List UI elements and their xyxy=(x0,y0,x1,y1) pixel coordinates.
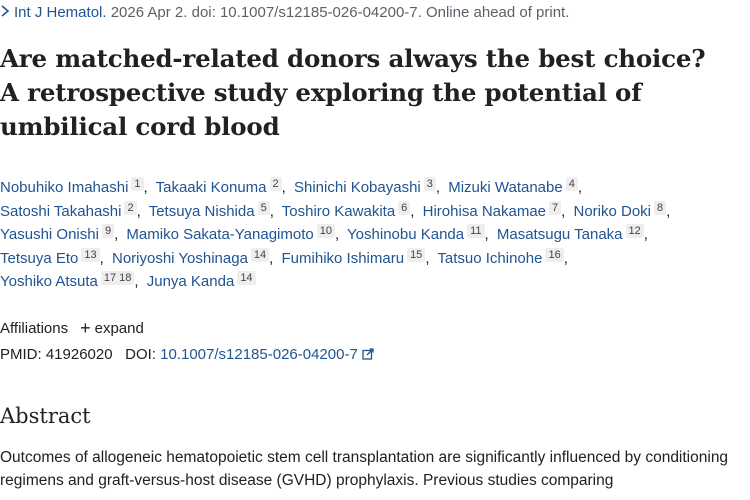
author-entry: Noriko Doki 8, xyxy=(573,200,671,220)
author-link[interactable]: Mamiko Sakata-Yanagimoto xyxy=(126,226,314,243)
author-entry: Junya Kanda 14 xyxy=(146,271,256,290)
author-link[interactable]: Tatsuo Ichinohe xyxy=(437,249,543,267)
author-link[interactable]: Noriyoshi Yoshinaga xyxy=(111,249,248,267)
affiliation-number[interactable]: 6 xyxy=(398,200,411,215)
pmid-value: 41926020 xyxy=(45,346,113,363)
affiliation-number[interactable]: 3 xyxy=(423,177,436,191)
citation-line: Int J Hematol. 2026 Apr 2. doi: 10.1007/… xyxy=(0,4,569,21)
affiliation-number[interactable]: 9 xyxy=(101,224,115,238)
author-entry: Mamiko Sakata-Yanagimoto 10, xyxy=(126,224,340,243)
abstract-heading: Abstract xyxy=(0,404,91,428)
affiliation-number[interactable]: 12 xyxy=(625,224,644,238)
abstract-text: Outcomes of allogeneic hematopoietic ste… xyxy=(0,449,729,489)
author-link[interactable]: Yoshiko Atsuta xyxy=(0,273,98,290)
author-link[interactable]: Masatsugu Tanaka xyxy=(496,226,623,243)
author-entry: Tatsuo Ichinohe 16, xyxy=(437,247,568,267)
author-link[interactable]: Junya Kanda xyxy=(146,273,235,290)
author-entry: Yoshiko Atsuta 17 18, xyxy=(0,271,139,290)
title-line-2: A retrospective study exploring the pote… xyxy=(0,78,642,107)
affiliation-number[interactable]: 17 18 xyxy=(100,271,135,285)
doi-label: DOI: xyxy=(125,346,156,363)
author-entry: Yasushi Onishi 9, xyxy=(0,224,119,243)
author-link[interactable]: Yasushi Onishi xyxy=(0,226,99,243)
affiliation-number[interactable]: 2 xyxy=(124,200,137,215)
affiliation-number[interactable]: 14 xyxy=(237,271,256,285)
author-entry: Shinichi Kobayashi 3, xyxy=(294,177,441,196)
affiliation-number[interactable]: 16 xyxy=(545,247,564,262)
affiliation-number[interactable]: 15 xyxy=(407,247,426,262)
author-entry: Takaaki Konuma 2, xyxy=(155,177,286,196)
author-entry: Tetsuya Eto 13, xyxy=(0,247,104,267)
affiliations-row: Affiliations + expand xyxy=(0,317,144,338)
affiliation-number[interactable]: 2 xyxy=(269,177,282,191)
author-link[interactable]: Satoshi Takahashi xyxy=(0,202,122,220)
author-entry: Hirohisa Nakamae 7, xyxy=(422,200,566,220)
author-entry: Satoshi Takahashi 2, xyxy=(0,200,141,220)
author-link[interactable]: Takaaki Konuma xyxy=(155,179,267,196)
author-link[interactable]: Yoshinobu Kanda xyxy=(347,226,465,243)
author-link[interactable]: Nobuhiko Imahashi xyxy=(0,179,129,196)
title-line-1: Are matched-related donors always the be… xyxy=(0,44,706,73)
author-link[interactable]: Hirohisa Nakamae xyxy=(422,202,547,220)
author-entry: Fumihiko Ishimaru 15, xyxy=(281,247,430,267)
affiliation-number[interactable]: 10 xyxy=(316,224,335,238)
citation-details: 2026 Apr 2. doi: 10.1007/s12185-026-0420… xyxy=(106,4,570,21)
doi-link[interactable]: 10.1007/s12185-026-04200-7 xyxy=(160,346,374,363)
affiliation-number[interactable]: 7 xyxy=(549,200,562,215)
expand-affiliations-button[interactable]: + expand xyxy=(80,318,144,338)
pmid-label: PMID: xyxy=(0,346,42,363)
author-link[interactable]: Toshiro Kawakita xyxy=(281,202,396,220)
doi-value: 10.1007/s12185-026-04200-7 xyxy=(160,346,358,363)
journal-link[interactable]: Int J Hematol. xyxy=(14,4,107,21)
affiliation-number[interactable]: 13 xyxy=(81,247,100,262)
plus-icon: + xyxy=(80,318,91,338)
author-entry: Noriyoshi Yoshinaga 14, xyxy=(111,247,274,267)
expand-label: expand xyxy=(94,320,144,337)
affiliations-label: Affiliations xyxy=(0,320,69,337)
author-link[interactable]: Shinichi Kobayashi xyxy=(294,179,421,196)
affiliation-number[interactable]: 8 xyxy=(654,200,667,215)
affiliation-number[interactable]: 11 xyxy=(467,224,485,238)
chevron-right-icon[interactable] xyxy=(0,4,14,21)
author-link[interactable]: Mizuki Watanabe xyxy=(448,179,563,196)
external-link-icon xyxy=(362,347,374,360)
affiliation-number[interactable]: 5 xyxy=(257,200,270,215)
identifiers-row: PMID: 41926020 DOI: 10.1007/s12185-026-0… xyxy=(0,346,374,363)
author-link[interactable]: Noriko Doki xyxy=(573,202,652,220)
author-list: Nobuhiko Imahashi 1, Takaaki Konuma 2, Shi… xyxy=(0,176,745,294)
author-link[interactable]: Tetsuya Eto xyxy=(0,249,79,267)
author-entry: Mizuki Watanabe 4, xyxy=(448,177,583,196)
author-entry: Toshiro Kawakita 6, xyxy=(281,200,415,220)
affiliation-number[interactable]: 4 xyxy=(565,177,578,191)
author-link[interactable]: Tetsuya Nishida xyxy=(148,202,255,220)
article-title: Are matched-related donors always the be… xyxy=(0,42,745,144)
affiliation-number[interactable]: 1 xyxy=(131,177,144,191)
author-entry: Yoshinobu Kanda 11, xyxy=(347,224,489,243)
author-entry: Tetsuya Nishida 5, xyxy=(148,200,274,220)
author-entry: Nobuhiko Imahashi 1, xyxy=(0,177,148,196)
title-line-3: umbilical cord blood xyxy=(0,112,280,141)
author-entry: Masatsugu Tanaka 12, xyxy=(496,224,648,243)
author-link[interactable]: Fumihiko Ishimaru xyxy=(281,249,405,267)
affiliation-number[interactable]: 14 xyxy=(250,247,270,262)
